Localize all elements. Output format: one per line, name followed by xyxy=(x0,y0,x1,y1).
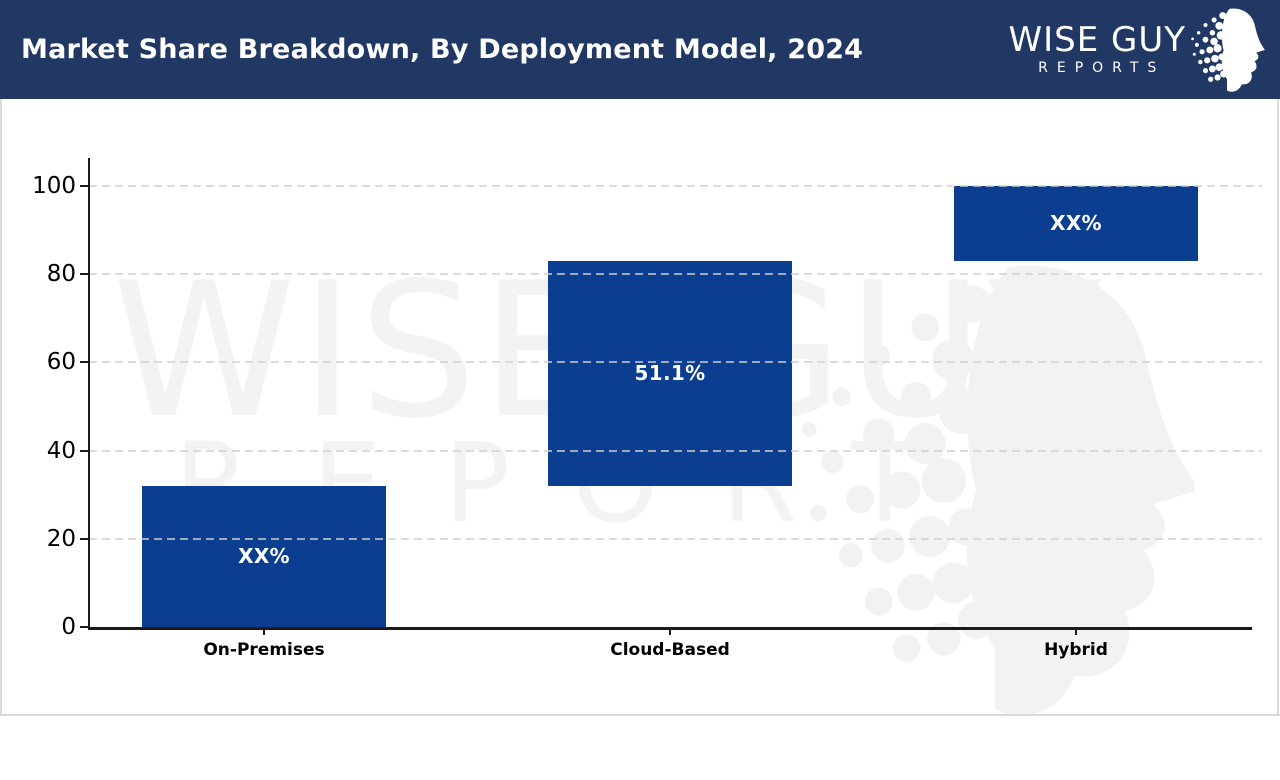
logo-wordmark: WISE GUY xyxy=(1008,19,1186,60)
x-axis-tick-mark xyxy=(1075,627,1077,635)
page-title: Market Share Breakdown, By Deployment Mo… xyxy=(21,34,864,65)
x-axis-category-label: Cloud-Based xyxy=(610,640,730,660)
y-axis-tick-mark xyxy=(80,537,88,540)
y-axis-tick-mark xyxy=(80,449,88,452)
dotted-head-logo-icon xyxy=(1191,7,1265,92)
y-axis-tick-label: 80 xyxy=(46,261,76,288)
y-axis-tick-label: 0 xyxy=(61,614,76,640)
gridline-80 xyxy=(89,273,1262,276)
frame-border-left xyxy=(0,99,2,716)
bar-hybrid: XX% xyxy=(954,186,1198,261)
watermark-head-icon xyxy=(801,265,1195,716)
x-axis-category-label: Hybrid xyxy=(1044,640,1108,660)
y-axis-tick-label: 40 xyxy=(46,437,76,464)
gridline-100 xyxy=(89,185,1262,187)
logo-subtitle: REPORTS xyxy=(1038,59,1166,76)
x-axis-tick-mark xyxy=(263,627,265,635)
y-axis-tick-label: 100 xyxy=(32,173,76,199)
frame-border-right xyxy=(1277,99,1279,716)
y-axis-tick-mark xyxy=(80,626,88,628)
x-axis-tick-mark xyxy=(669,627,671,635)
header-bar: Market Share Breakdown, By Deployment Mo… xyxy=(0,0,1280,99)
brand-logo-text: WISE GUY REPORTS xyxy=(1008,23,1186,77)
brand-logo: WISE GUY REPORTS xyxy=(1008,7,1266,93)
bar-value-label: XX% xyxy=(238,544,290,569)
bar-value-label: 51.1% xyxy=(634,361,706,386)
frame-border-bottom xyxy=(0,714,1280,716)
bar-cloud-based: 51.1% xyxy=(548,260,792,486)
gridline-40 xyxy=(89,449,1262,452)
y-axis-tick-mark xyxy=(80,185,88,187)
y-axis-tick-mark xyxy=(80,273,88,276)
gridline-60 xyxy=(89,361,1262,364)
x-axis-category-label: On-Premises xyxy=(203,640,325,660)
bar-value-label: XX% xyxy=(1050,211,1102,236)
y-axis-line xyxy=(88,158,90,628)
gridline-20 xyxy=(89,537,1262,540)
y-axis-tick-label: 20 xyxy=(46,525,76,552)
y-axis-tick-label: 60 xyxy=(46,349,76,376)
bar-on-premises: XX% xyxy=(142,485,386,627)
y-axis-tick-mark xyxy=(80,361,88,364)
